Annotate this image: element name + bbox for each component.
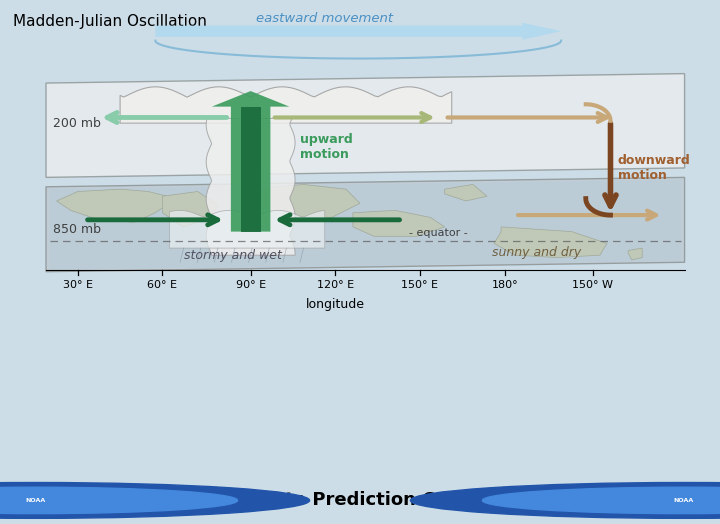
Polygon shape (169, 211, 325, 248)
Text: 200 mb: 200 mb (53, 117, 101, 129)
Text: 180°: 180° (491, 280, 518, 290)
Polygon shape (212, 91, 289, 232)
Text: NOAA: NOAA (674, 498, 694, 503)
Polygon shape (46, 73, 685, 177)
Text: stormy and wet: stormy and wet (184, 249, 282, 261)
Polygon shape (50, 180, 681, 270)
Text: 90° E: 90° E (235, 280, 266, 290)
Text: downward
motion: downward motion (618, 154, 690, 182)
Polygon shape (628, 248, 642, 260)
Polygon shape (240, 107, 261, 232)
Text: 120° E: 120° E (317, 280, 354, 290)
Polygon shape (206, 118, 295, 255)
Polygon shape (240, 184, 360, 222)
Text: 150° W: 150° W (572, 280, 613, 290)
Text: NOAA: NOAA (26, 498, 46, 503)
Text: longitude: longitude (306, 298, 365, 311)
Polygon shape (46, 177, 685, 272)
Text: Madden-Julian Oscillation: Madden-Julian Oscillation (13, 14, 207, 29)
Text: eastward movement: eastward movement (256, 12, 393, 25)
Text: 850 mb: 850 mb (53, 223, 101, 236)
Polygon shape (494, 227, 607, 257)
Text: - equator -: - equator - (410, 228, 468, 238)
Polygon shape (353, 210, 445, 236)
Circle shape (0, 483, 310, 518)
Circle shape (0, 487, 238, 514)
Text: sunny and dry: sunny and dry (492, 246, 581, 259)
Text: 30° E: 30° E (63, 280, 93, 290)
Text: 150° E: 150° E (402, 280, 438, 290)
Polygon shape (57, 189, 176, 222)
Circle shape (482, 487, 720, 514)
Text: Climate Prediction Center: Climate Prediction Center (230, 492, 490, 509)
Text: upward
motion: upward motion (300, 133, 353, 161)
Polygon shape (445, 184, 487, 201)
Circle shape (410, 483, 720, 518)
Polygon shape (120, 87, 451, 123)
Polygon shape (163, 191, 219, 227)
Text: 60° E: 60° E (148, 280, 177, 290)
Polygon shape (156, 23, 561, 40)
